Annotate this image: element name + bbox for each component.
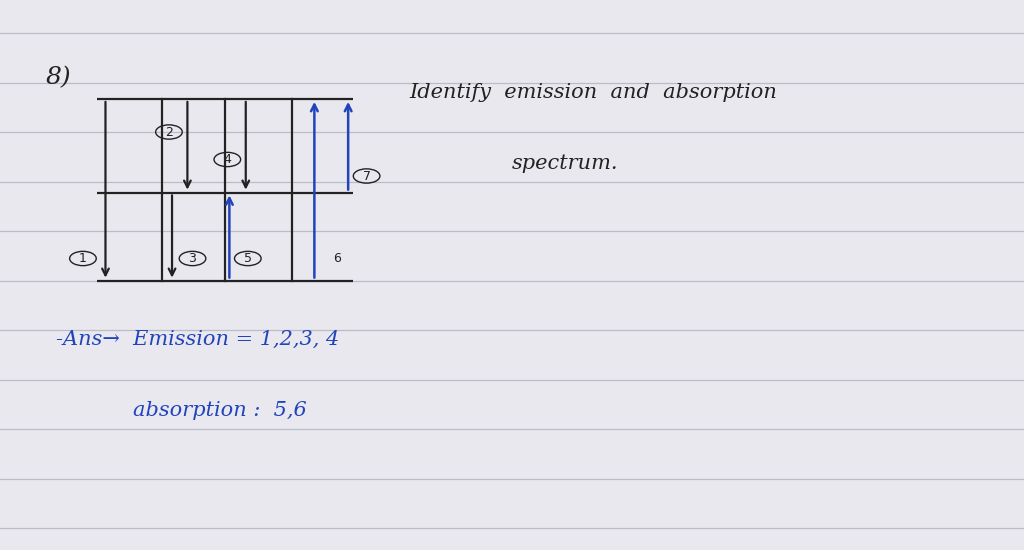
Text: 6: 6: [333, 252, 341, 265]
Text: 7: 7: [362, 169, 371, 183]
Text: Identify  emission  and  absorption: Identify emission and absorption: [410, 82, 777, 102]
Text: spectrum.: spectrum.: [512, 154, 618, 173]
Text: 8): 8): [46, 66, 72, 89]
Text: 1: 1: [79, 252, 87, 265]
Text: -Ans→  Emission = 1,2,3, 4: -Ans→ Emission = 1,2,3, 4: [56, 330, 340, 349]
Text: 2: 2: [165, 125, 173, 139]
Text: 3: 3: [188, 252, 197, 265]
Text: absorption :  5,6: absorption : 5,6: [133, 402, 307, 421]
Text: 4: 4: [223, 153, 231, 166]
Text: 5: 5: [244, 252, 252, 265]
